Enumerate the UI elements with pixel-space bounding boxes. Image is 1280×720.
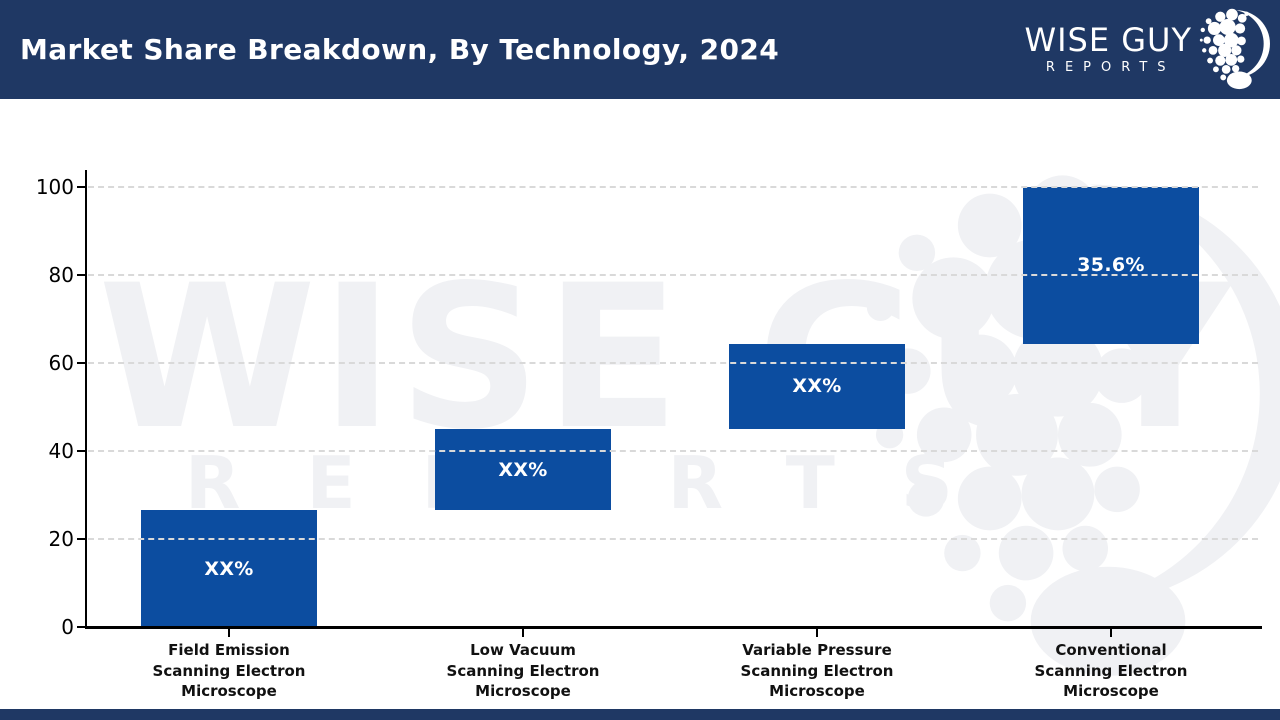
logo-wordmark: WISE GUY xyxy=(1024,20,1192,59)
x-tick xyxy=(522,629,524,637)
gridline-y20 xyxy=(88,538,1258,540)
x-category-label-line: Low Vacuum xyxy=(470,641,576,659)
bar-value-label: XX% xyxy=(204,557,254,580)
y-axis-spine xyxy=(85,170,87,629)
x-tick xyxy=(1110,629,1112,637)
x-category-label-line: Microscope xyxy=(475,682,571,700)
wiseguy-logo: WISE GUY REPORTS xyxy=(1024,8,1270,92)
bar-segment: XX% xyxy=(435,429,611,511)
y-tick-label: 100 xyxy=(35,175,74,199)
wiseguy-head-icon xyxy=(1199,8,1270,89)
y-tick-label: 0 xyxy=(61,615,74,639)
header-bar: Market Share Breakdown, By Technology, 2… xyxy=(0,0,1280,99)
x-category-label-line: Scanning Electron xyxy=(446,661,600,680)
x-category-label-line: Microscope xyxy=(181,682,277,700)
bar-value-label: 35.6% xyxy=(1077,254,1145,277)
x-axis-spine xyxy=(85,626,1262,629)
x-category-label-line: Microscope xyxy=(1063,682,1159,700)
y-tick-label: 60 xyxy=(48,351,74,375)
x-category-label-line: Conventional xyxy=(1055,641,1167,659)
logo-text: WISE GUY REPORTS xyxy=(1024,20,1192,76)
x-category-label: Low Vacuum Scanning Electron Microscope xyxy=(373,640,673,702)
y-tick xyxy=(77,274,86,276)
gridline-y60 xyxy=(88,362,1258,364)
x-category-label-line: Scanning Electron xyxy=(740,661,894,680)
y-tick xyxy=(77,626,86,628)
x-category-label: Field Emission Scanning Electron Microscop… xyxy=(79,640,379,702)
bar-segment: 35.6% xyxy=(1023,187,1199,344)
bar-value-label: XX% xyxy=(498,458,548,481)
bar-segment: XX% xyxy=(729,343,905,429)
y-tick xyxy=(77,450,86,452)
x-tick xyxy=(816,629,818,637)
gridline-y80 xyxy=(88,274,1258,276)
x-category-label: Variable Pressure Scanning Electron Micros… xyxy=(667,640,967,702)
bar-segment: XX% xyxy=(141,510,317,627)
page-title: Market Share Breakdown, By Technology, 2… xyxy=(20,33,780,66)
y-tick xyxy=(77,186,86,188)
y-tick-label: 20 xyxy=(48,527,74,551)
y-tick-label: 80 xyxy=(48,263,74,287)
x-category-label-line: Scanning Electron xyxy=(1034,661,1188,680)
x-category-label: Conventional Scanning Electron Microscope xyxy=(961,640,1261,702)
x-category-label-line: Field Emission xyxy=(168,641,290,659)
x-category-label-line: Variable Pressure xyxy=(742,641,892,659)
y-tick-label: 40 xyxy=(48,439,74,463)
gridline-y100 xyxy=(88,186,1258,188)
bar-value-label: XX% xyxy=(792,375,842,398)
x-tick xyxy=(228,629,230,637)
y-tick xyxy=(77,538,86,540)
x-category-label-line: Microscope xyxy=(769,682,865,700)
gridline-y40 xyxy=(88,450,1258,452)
footer-stripe xyxy=(0,709,1280,720)
logo-tagline: REPORTS xyxy=(1045,60,1176,76)
y-tick xyxy=(77,362,86,364)
x-category-label-line: Scanning Electron xyxy=(152,661,306,680)
